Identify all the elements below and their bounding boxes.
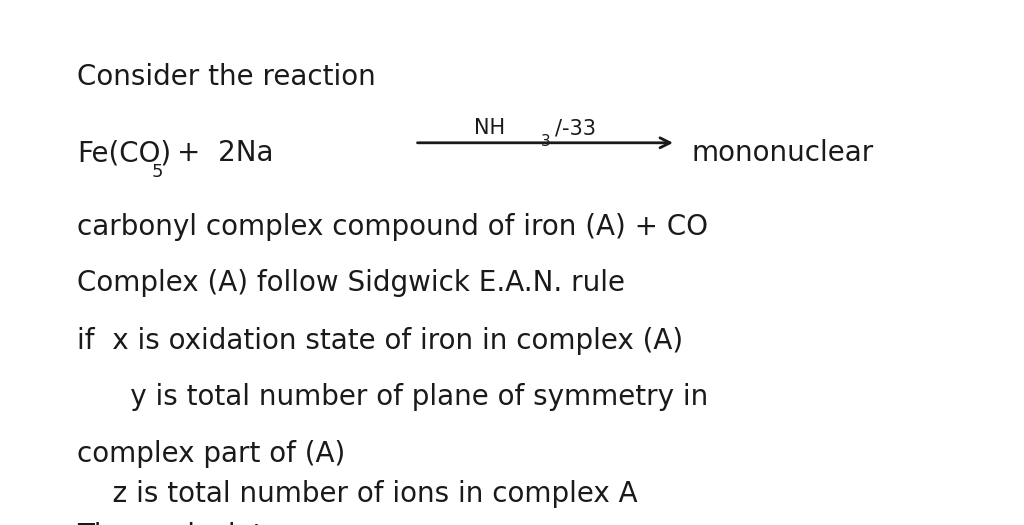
Text: Complex (A) follow Sidgwick E.A.N. rule: Complex (A) follow Sidgwick E.A.N. rule [77,269,625,297]
Text: /-33: /-33 [555,118,596,138]
Text: complex part of (A): complex part of (A) [77,440,345,468]
Text: NH: NH [474,118,505,138]
Text: z is total number of ions in complex A: z is total number of ions in complex A [77,480,637,508]
Text: if  x is oxidation state of iron in complex (A): if x is oxidation state of iron in compl… [77,327,683,354]
Text: Then calculate x + y + z: Then calculate x + y + z [77,522,419,525]
Text: +  2Na: + 2Na [177,139,273,167]
Text: 3: 3 [541,134,551,149]
Text: Consider the reaction: Consider the reaction [77,63,376,91]
Text: y is total number of plane of symmetry in: y is total number of plane of symmetry i… [77,383,708,411]
Text: carbonyl complex compound of iron (A) + CO: carbonyl complex compound of iron (A) + … [77,213,708,240]
Text: mononuclear: mononuclear [691,139,873,167]
Text: 5: 5 [152,163,163,181]
Text: Fe(CO): Fe(CO) [77,139,171,167]
